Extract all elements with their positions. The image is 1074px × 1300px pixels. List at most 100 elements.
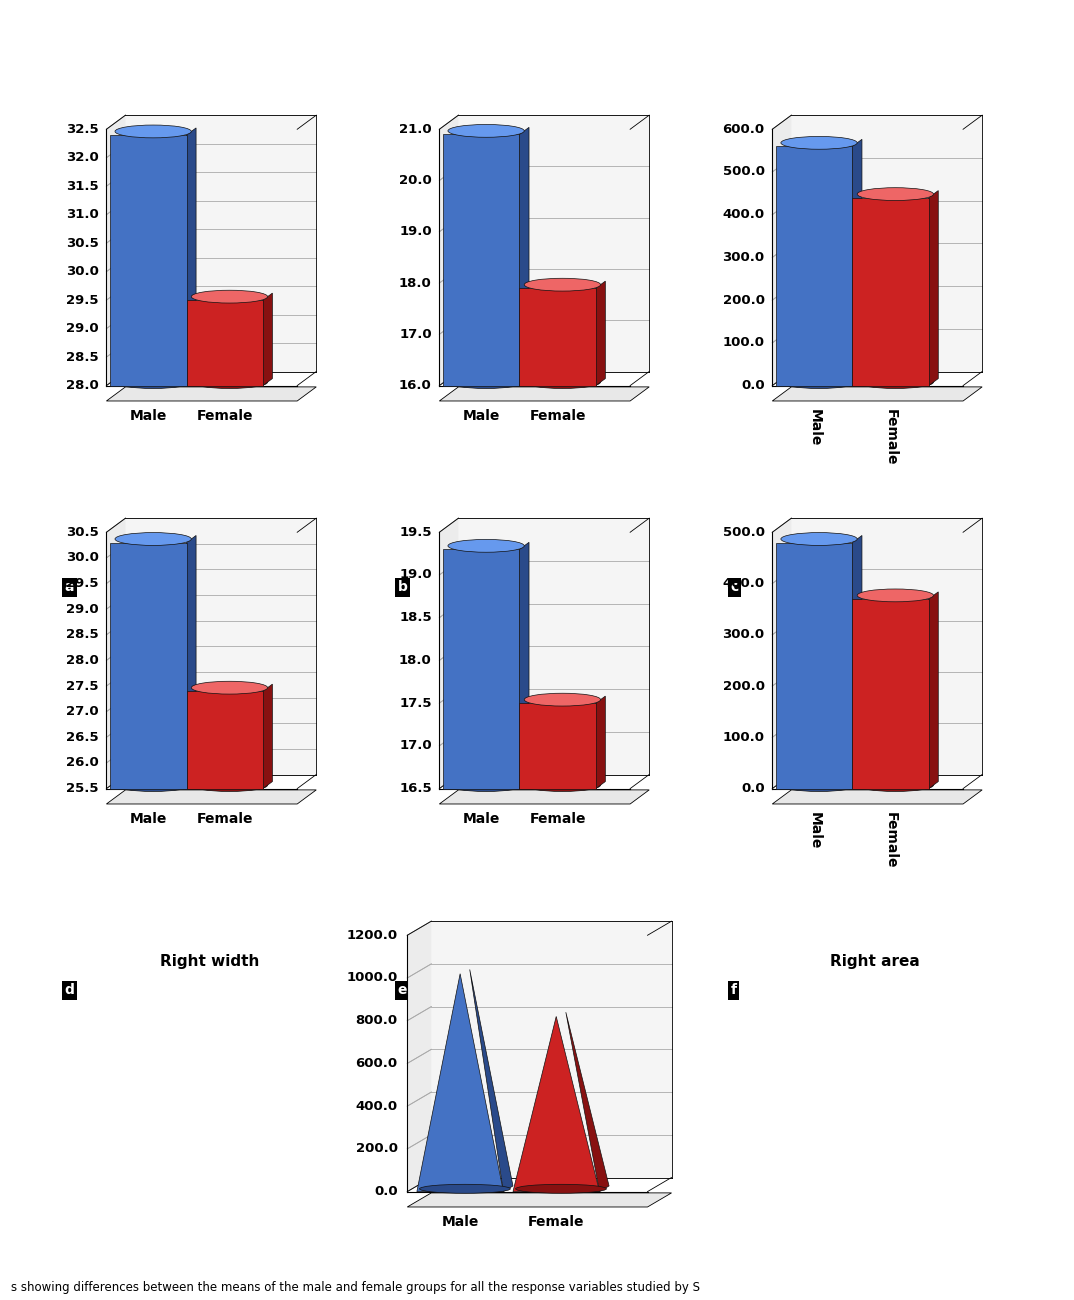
Polygon shape (459, 519, 649, 775)
Text: Male: Male (463, 811, 500, 826)
Ellipse shape (516, 1184, 607, 1193)
Text: 32.5: 32.5 (67, 122, 99, 135)
Text: 1200.0: 1200.0 (347, 928, 397, 941)
Ellipse shape (420, 1184, 510, 1193)
Text: 27.0: 27.0 (67, 705, 99, 718)
Polygon shape (106, 519, 126, 789)
Ellipse shape (115, 779, 191, 792)
Polygon shape (520, 703, 596, 789)
Text: 17.0: 17.0 (400, 328, 432, 341)
Polygon shape (126, 519, 316, 775)
Ellipse shape (857, 779, 933, 792)
Polygon shape (520, 127, 529, 386)
Text: Female: Female (197, 811, 253, 826)
Text: e: e (397, 983, 407, 997)
Ellipse shape (857, 376, 933, 389)
Text: f: f (730, 983, 737, 997)
Text: d: d (64, 983, 74, 997)
Ellipse shape (524, 693, 600, 706)
Ellipse shape (191, 779, 267, 792)
Text: Left height: Left height (495, 551, 590, 567)
Ellipse shape (524, 278, 600, 291)
Ellipse shape (191, 290, 267, 303)
Polygon shape (459, 116, 649, 372)
Polygon shape (772, 790, 982, 803)
Polygon shape (772, 116, 792, 386)
Ellipse shape (781, 136, 857, 150)
Polygon shape (853, 599, 929, 789)
Polygon shape (111, 135, 187, 386)
Polygon shape (929, 191, 939, 386)
Text: 100.0: 100.0 (723, 337, 765, 350)
Text: 0.0: 0.0 (741, 380, 765, 393)
Text: 20.0: 20.0 (398, 174, 432, 187)
Text: 500.0: 500.0 (723, 525, 765, 538)
Ellipse shape (857, 589, 933, 602)
Polygon shape (792, 116, 982, 372)
Text: 16.0: 16.0 (398, 380, 432, 393)
Text: 800.0: 800.0 (355, 1014, 397, 1027)
Polygon shape (520, 542, 529, 789)
Text: 300.0: 300.0 (723, 628, 765, 641)
Text: 28.0: 28.0 (66, 380, 99, 393)
Polygon shape (929, 592, 939, 789)
Polygon shape (106, 116, 126, 386)
Text: Right area: Right area (830, 954, 920, 970)
Ellipse shape (448, 540, 524, 552)
Text: 30.5: 30.5 (66, 525, 99, 538)
Text: 400.0: 400.0 (723, 208, 765, 221)
Text: Female: Female (884, 408, 898, 465)
Polygon shape (263, 292, 273, 386)
Text: 29.5: 29.5 (67, 577, 99, 590)
Polygon shape (407, 1193, 671, 1206)
Polygon shape (263, 684, 273, 789)
Text: Male: Male (463, 408, 500, 422)
Ellipse shape (191, 376, 267, 389)
Text: 25.5: 25.5 (67, 783, 99, 796)
Text: 16.5: 16.5 (400, 783, 432, 796)
Ellipse shape (524, 779, 600, 792)
Text: 200.0: 200.0 (723, 294, 765, 307)
Ellipse shape (191, 681, 267, 694)
Text: 17.5: 17.5 (400, 697, 432, 710)
Text: Right height: Right height (489, 954, 596, 970)
Polygon shape (187, 692, 263, 789)
Text: 400.0: 400.0 (355, 1100, 397, 1113)
Text: 29.5: 29.5 (67, 294, 99, 307)
Polygon shape (439, 790, 649, 803)
Text: b: b (397, 580, 407, 594)
Text: 28.0: 28.0 (66, 654, 99, 667)
Polygon shape (772, 519, 792, 789)
Text: Female: Female (529, 408, 586, 422)
Text: Left width: Left width (165, 551, 253, 567)
Text: Male: Male (441, 1214, 479, 1228)
Ellipse shape (781, 533, 857, 546)
Polygon shape (439, 116, 459, 386)
Text: Female: Female (884, 811, 898, 868)
Text: 300.0: 300.0 (723, 251, 765, 264)
Ellipse shape (781, 376, 857, 389)
Text: Male: Male (130, 408, 168, 422)
Polygon shape (777, 542, 853, 789)
Ellipse shape (115, 125, 191, 138)
Polygon shape (187, 300, 263, 386)
Text: 200.0: 200.0 (355, 1143, 397, 1156)
Text: 31.5: 31.5 (67, 179, 99, 192)
Polygon shape (777, 147, 853, 386)
Polygon shape (106, 387, 316, 400)
Polygon shape (520, 289, 596, 386)
Text: 28.5: 28.5 (67, 628, 99, 641)
Polygon shape (566, 1013, 609, 1192)
Text: 200.0: 200.0 (723, 680, 765, 693)
Ellipse shape (448, 376, 524, 389)
Text: 30.0: 30.0 (66, 265, 99, 278)
Ellipse shape (448, 125, 524, 138)
Ellipse shape (781, 779, 857, 792)
Text: 19.0: 19.0 (400, 225, 432, 238)
Text: Female: Female (197, 408, 253, 422)
Ellipse shape (524, 376, 600, 389)
Text: 29.0: 29.0 (67, 322, 99, 335)
Ellipse shape (115, 376, 191, 389)
Text: 26.0: 26.0 (66, 757, 99, 770)
Text: a: a (64, 580, 74, 594)
